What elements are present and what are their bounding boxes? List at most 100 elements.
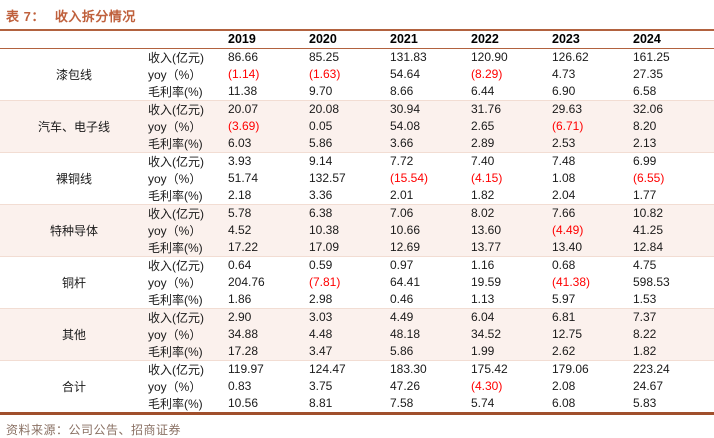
value-cell: (4.49) — [552, 221, 633, 239]
year-header-row: 2019 2020 2021 2022 2023 2024 — [0, 31, 714, 49]
value-cell: 3.75 — [309, 379, 333, 393]
metric-label: 毛利率(%) — [148, 84, 203, 99]
metric-label: 毛利率(%) — [148, 292, 203, 307]
metric-label: yoy（%） — [148, 117, 228, 135]
value-cell: 48.18 — [390, 325, 471, 343]
value-cell: 223.24 — [633, 359, 714, 378]
table-row: yoy（%） 4.52 10.38 10.66 13.60 (4.49) 41.25 — [0, 221, 714, 239]
value-cell: 9.70 — [309, 84, 333, 98]
value-cell: 3.03 — [309, 307, 390, 326]
value-cell: 1.86 — [228, 292, 252, 306]
value-cell: 598.53 — [633, 275, 670, 289]
value-cell: 4.49 — [390, 307, 471, 326]
value-cell: 12.75 — [552, 325, 633, 343]
value-cell: 4.52 — [228, 221, 309, 239]
value-cell: 6.44 — [471, 84, 495, 98]
value-cell: 10.66 — [390, 221, 471, 239]
metric-label: 收入(亿元) — [148, 255, 228, 274]
value-cell: 175.42 — [471, 359, 552, 378]
value-cell: 20.08 — [309, 99, 390, 118]
table-row: 汽车、电子线 收入(亿元) 20.07 20.08 30.94 31.76 29.63 32.… — [0, 99, 714, 152]
metric-label: yoy（%） — [148, 275, 202, 290]
value-cell: 8.81 — [309, 396, 333, 410]
value-cell: 12.84 — [633, 238, 714, 256]
table-row: 特种导体 收入(亿元) 5.78 6.38 7.06 8.02 7.66 10.82 — [0, 203, 714, 256]
table-title: 表 7： 收入拆分情况 — [0, 0, 714, 29]
table-row: 合计 收入(亿元) 119.97 124.47 183.30 175.42 179.06 22… — [0, 359, 714, 412]
value-cell: (7.81) — [309, 275, 341, 289]
value-cell: 0.68 — [552, 255, 633, 274]
value-cell: 5.97 — [552, 292, 576, 306]
value-cell: 1.99 — [471, 342, 552, 360]
table-title-text: 收入拆分情况 — [54, 9, 136, 24]
value-cell: 31.76 — [471, 99, 552, 118]
value-cell: 4.48 — [309, 325, 390, 343]
value-cell: 12.69 — [390, 238, 471, 256]
value-cell: 8.22 — [633, 325, 714, 343]
value-cell: 1.53 — [633, 292, 657, 306]
value-cell: 6.99 — [633, 151, 714, 170]
metric-label: 收入(亿元) — [148, 307, 228, 326]
value-cell: 119.97 — [228, 359, 309, 378]
metric-label: 收入(亿元) — [148, 47, 228, 66]
value-cell: 124.47 — [309, 359, 390, 378]
value-cell: 1.08 — [552, 171, 576, 185]
value-cell: 5.83 — [633, 396, 657, 410]
value-cell: 32.06 — [633, 99, 714, 118]
value-cell: 183.30 — [390, 359, 471, 378]
value-cell: 17.09 — [309, 238, 390, 256]
table-row: 毛利率(%) 11.38 9.70 8.66 6.44 6.90 6.58 — [0, 83, 714, 101]
value-cell: 0.83 — [228, 379, 252, 393]
table-row: 毛利率(%) 10.56 8.81 7.58 5.74 6.08 5.83 — [0, 395, 714, 412]
value-cell: 8.66 — [390, 84, 414, 98]
value-cell: 1.77 — [633, 188, 657, 202]
value-cell: 20.07 — [228, 99, 309, 118]
value-cell: 7.06 — [390, 203, 471, 222]
metric-label: 毛利率(%) — [148, 396, 203, 411]
title-divider — [0, 29, 714, 31]
value-cell: 13.77 — [471, 238, 552, 256]
value-cell: 10.56 — [228, 396, 259, 410]
value-cell: 7.37 — [633, 307, 714, 326]
group-name: 合计 — [0, 359, 148, 412]
value-cell: 2.62 — [552, 342, 633, 360]
source-note: 资料来源：公司公告、招商证券 — [6, 422, 182, 437]
year-header: 2024 — [633, 31, 714, 49]
table-row: yoy（%） 51.74 132.57 (15.54) (4.15) 1.08 (6.55) — [0, 170, 714, 187]
value-cell: (4.15) — [471, 171, 503, 185]
value-cell: 5.78 — [228, 203, 309, 222]
value-cell: 7.48 — [552, 151, 633, 170]
value-cell: (6.55) — [633, 171, 665, 185]
value-cell: 47.26 — [390, 379, 421, 393]
value-cell: 6.90 — [552, 84, 576, 98]
value-cell: 13.40 — [552, 238, 633, 256]
value-cell: (4.30) — [471, 379, 503, 393]
value-cell: 10.82 — [633, 203, 714, 222]
value-cell: 3.47 — [309, 342, 390, 360]
year-header: 2021 — [390, 31, 471, 49]
value-cell: 3.36 — [309, 188, 333, 202]
table-row: 毛利率(%) 2.18 3.36 2.01 1.82 2.04 1.77 — [0, 187, 714, 205]
value-cell: (3.69) — [228, 117, 309, 135]
value-cell: (15.54) — [390, 171, 429, 185]
value-cell: 0.97 — [390, 255, 471, 274]
group-name: 铜杆 — [0, 255, 148, 308]
value-cell: (1.63) — [309, 67, 341, 81]
value-cell: 8.20 — [633, 117, 714, 135]
value-cell: 5.86 — [390, 342, 471, 360]
value-cell: 51.74 — [228, 171, 259, 185]
value-cell: 0.05 — [309, 117, 390, 135]
group-name: 其他 — [0, 307, 148, 360]
value-cell: 2.13 — [633, 134, 714, 152]
value-cell: 54.08 — [390, 117, 471, 135]
value-cell: (41.38) — [552, 275, 591, 289]
value-cell: 2.04 — [552, 188, 576, 202]
table-row: yoy（%） 34.88 4.48 48.18 34.52 12.75 8.22 — [0, 325, 714, 343]
value-cell: 179.06 — [552, 359, 633, 378]
metric-label: yoy（%） — [148, 171, 202, 186]
value-cell: 7.72 — [390, 151, 471, 170]
value-cell: 2.08 — [552, 379, 576, 393]
table-row: 毛利率(%) 17.22 17.09 12.69 13.77 13.40 12.84 — [0, 238, 714, 256]
value-cell: 5.86 — [309, 134, 390, 152]
